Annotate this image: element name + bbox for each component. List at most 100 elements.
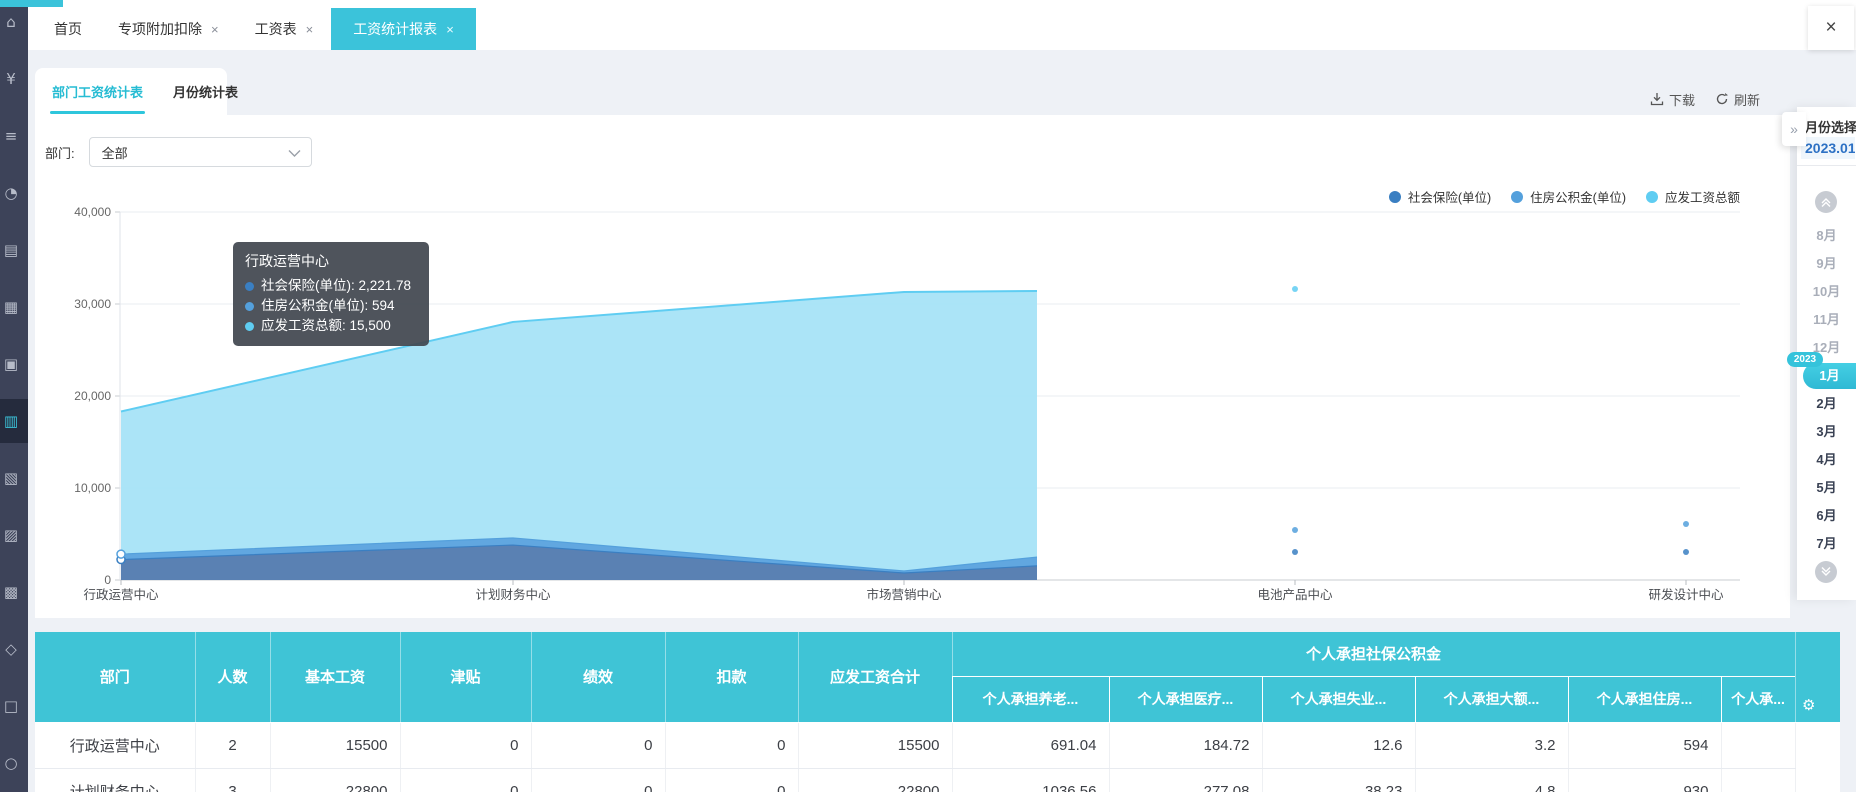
cell: 15500 bbox=[798, 722, 953, 769]
legend-dot bbox=[1645, 190, 1658, 203]
month-item-11[interactable]: 7月 bbox=[1816, 536, 1837, 551]
department-filter-label: 部门: bbox=[45, 145, 75, 161]
month-item-8[interactable]: 4月 bbox=[1816, 452, 1837, 467]
legend-item-1[interactable]: 住房公积金(单位) bbox=[1511, 187, 1626, 206]
nav-icon[interactable]: ▦ bbox=[3, 298, 19, 316]
cell: 2 bbox=[195, 722, 271, 769]
month-panel-title: 月份选择 bbox=[1805, 120, 1856, 135]
month-item-0[interactable]: 8月 bbox=[1816, 228, 1837, 243]
tab-close-icon[interactable]: × bbox=[446, 21, 454, 37]
left-nav-rail[interactable]: ⌂ ¥ ≡ ◔ ▤ ▦ ▣ ▥ ▧ ▨ ▩ ◇ □ ○ bbox=[0, 0, 28, 792]
month-item-4[interactable]: 12月 bbox=[1812, 340, 1841, 355]
cell: 15500 bbox=[270, 722, 401, 769]
collapse-panel-button[interactable]: » bbox=[1782, 112, 1806, 146]
nav-icon[interactable]: □ bbox=[3, 697, 19, 715]
cell: 38.23 bbox=[1262, 768, 1416, 792]
nav-icon[interactable]: ▨ bbox=[3, 526, 19, 544]
nav-icon[interactable]: ¥ bbox=[6, 70, 16, 88]
window-tab-bar: 首页 专项附加扣除 × 工资表 × 工资统计报表 × × bbox=[28, 0, 1856, 50]
svg-text:计划财务中心: 计划财务中心 bbox=[475, 587, 551, 602]
nav-icon[interactable]: ◇ bbox=[5, 640, 17, 658]
col-header-2: 基本工资 bbox=[270, 632, 401, 723]
chevron-down-icon bbox=[288, 150, 301, 157]
open-tabs: 首页 专项附加扣除 × 工资表 × 工资统计报表 × bbox=[36, 8, 476, 50]
close-icon[interactable]: × bbox=[1808, 6, 1854, 50]
window-tab-1[interactable]: 专项附加扣除 × bbox=[100, 8, 237, 50]
tab-close-icon[interactable]: × bbox=[305, 21, 314, 37]
cell: 0 bbox=[531, 722, 666, 769]
cell: 594 bbox=[1568, 722, 1722, 769]
col-header-4: 绩效 bbox=[531, 632, 666, 723]
sub-col-header-2: 个人承担失业... bbox=[1262, 676, 1416, 723]
month-item-1[interactable]: 9月 bbox=[1816, 256, 1837, 271]
refresh-button[interactable]: 刷新 bbox=[1715, 90, 1760, 109]
salary-table-card: 部门 人数 基本工资 津贴 绩效 扣款 应发工资合计 个人承担社保公积金 个人承担养老... 个人… bbox=[35, 632, 1840, 792]
legend-item-2[interactable]: 应发工资总额 bbox=[1645, 187, 1740, 206]
nav-icon[interactable]: ▧ bbox=[3, 469, 19, 487]
month-item-2[interactable]: 10月 bbox=[1812, 284, 1841, 299]
cell: 3 bbox=[195, 768, 271, 792]
legend-dot bbox=[1511, 190, 1524, 203]
year-value[interactable]: 2023.01 bbox=[1801, 137, 1855, 159]
nav-icon[interactable]: ▣ bbox=[3, 355, 19, 373]
sub-col-header-4: 个人承担住房... bbox=[1568, 676, 1722, 723]
scroll-down-button[interactable] bbox=[1815, 561, 1837, 583]
department-select-value: 全部 bbox=[101, 145, 128, 161]
tab-month-stats[interactable]: 月份统计表 bbox=[173, 85, 239, 100]
cell: 1036.56 bbox=[952, 768, 1110, 792]
col-header-5: 扣款 bbox=[665, 632, 799, 723]
window-tab-0[interactable]: 首页 bbox=[36, 8, 100, 50]
cell: 0 bbox=[531, 768, 666, 792]
sub-col-header-1: 个人承担医疗... bbox=[1109, 676, 1263, 723]
legend-dot bbox=[1388, 190, 1401, 203]
month-item-10[interactable]: 6月 bbox=[1816, 508, 1837, 523]
month-list: 8月 9月 10月 11月 12月 1月 2023 2月 3月 4月 5月 6月 7月 bbox=[1787, 222, 1856, 558]
month-item-5[interactable]: 1月 2023 bbox=[1787, 352, 1856, 389]
cell: 22800 bbox=[798, 768, 953, 792]
col-header-6: 应发工资合计 bbox=[798, 632, 953, 723]
nav-icon[interactable]: ≡ bbox=[4, 127, 18, 145]
nav-icon[interactable]: ◔ bbox=[4, 184, 18, 202]
chart-legend: 社会保险(单位) 住房公积金(单位) 应发工资总额 bbox=[1388, 187, 1740, 206]
nav-icon[interactable]: ▥ bbox=[3, 412, 19, 430]
cell bbox=[1721, 722, 1796, 769]
tab-department-salary[interactable]: 部门工资统计表 bbox=[48, 82, 147, 114]
nav-icon[interactable]: ▩ bbox=[3, 583, 19, 601]
cell: 930 bbox=[1568, 768, 1722, 792]
download-label: 下载 bbox=[1669, 92, 1696, 108]
svg-text:30,000: 30,000 bbox=[74, 297, 111, 311]
sub-col-header-5: 个人承... bbox=[1721, 676, 1796, 723]
download-button[interactable]: 下载 bbox=[1650, 90, 1695, 109]
scroll-up-button[interactable] bbox=[1815, 191, 1837, 213]
chevron-down-icon bbox=[1821, 567, 1831, 576]
svg-text:电池产品中心: 电池产品中心 bbox=[1257, 587, 1333, 602]
tab-close-icon[interactable]: × bbox=[211, 21, 219, 37]
month-selector-panel: 月份选择 2023.01 8月 9月 10月 11月 12月 1月 2023 2月 3月 4月 5月… bbox=[1787, 107, 1856, 600]
window-tab-2[interactable]: 工资表 × bbox=[237, 8, 332, 50]
month-item-9[interactable]: 5月 bbox=[1816, 480, 1837, 495]
cell: 计划财务中心 bbox=[35, 768, 196, 792]
window-tab-label: 工资表 bbox=[254, 21, 297, 37]
gear-icon[interactable]: ⚙ bbox=[1802, 696, 1816, 714]
month-item-3[interactable]: 11月 bbox=[1813, 312, 1840, 327]
accent-strip bbox=[0, 0, 63, 7]
department-select[interactable]: 全部 bbox=[88, 137, 312, 167]
svg-text:10,000: 10,000 bbox=[74, 481, 111, 495]
report-subtabs: 部门工资统计表 月份统计表 bbox=[35, 68, 238, 115]
table-row[interactable]: 行政运营中心 2 15500 0 0 0 15500 691.04 184.72 12.6 3.2 5… bbox=[35, 722, 1796, 769]
nav-icon[interactable]: ▤ bbox=[3, 241, 19, 259]
month-item-7[interactable]: 3月 bbox=[1816, 424, 1837, 439]
window-tab-3[interactable]: 工资统计报表 × bbox=[331, 8, 476, 50]
cell: 277.08 bbox=[1109, 768, 1263, 792]
department-salary-chart-card: 部门: 全部 社会保险(单位) 住房公积金(单位) 应发工资总额 40,000 30,… bbox=[35, 115, 1790, 618]
legend-item-0[interactable]: 社会保险(单位) bbox=[1388, 187, 1491, 206]
table-row[interactable]: 计划财务中心 3 22800 0 0 0 22800 1036.56 277.08 38.23 4.… bbox=[35, 768, 1796, 792]
month-item-6[interactable]: 2月 bbox=[1816, 396, 1837, 411]
nav-icon[interactable]: ⌂ bbox=[6, 13, 16, 31]
nav-icon[interactable]: ○ bbox=[4, 754, 18, 772]
cell: 22800 bbox=[270, 768, 401, 792]
nav-item-active[interactable] bbox=[0, 399, 28, 443]
cell: 行政运营中心 bbox=[35, 722, 196, 769]
cell: 184.72 bbox=[1109, 722, 1263, 769]
